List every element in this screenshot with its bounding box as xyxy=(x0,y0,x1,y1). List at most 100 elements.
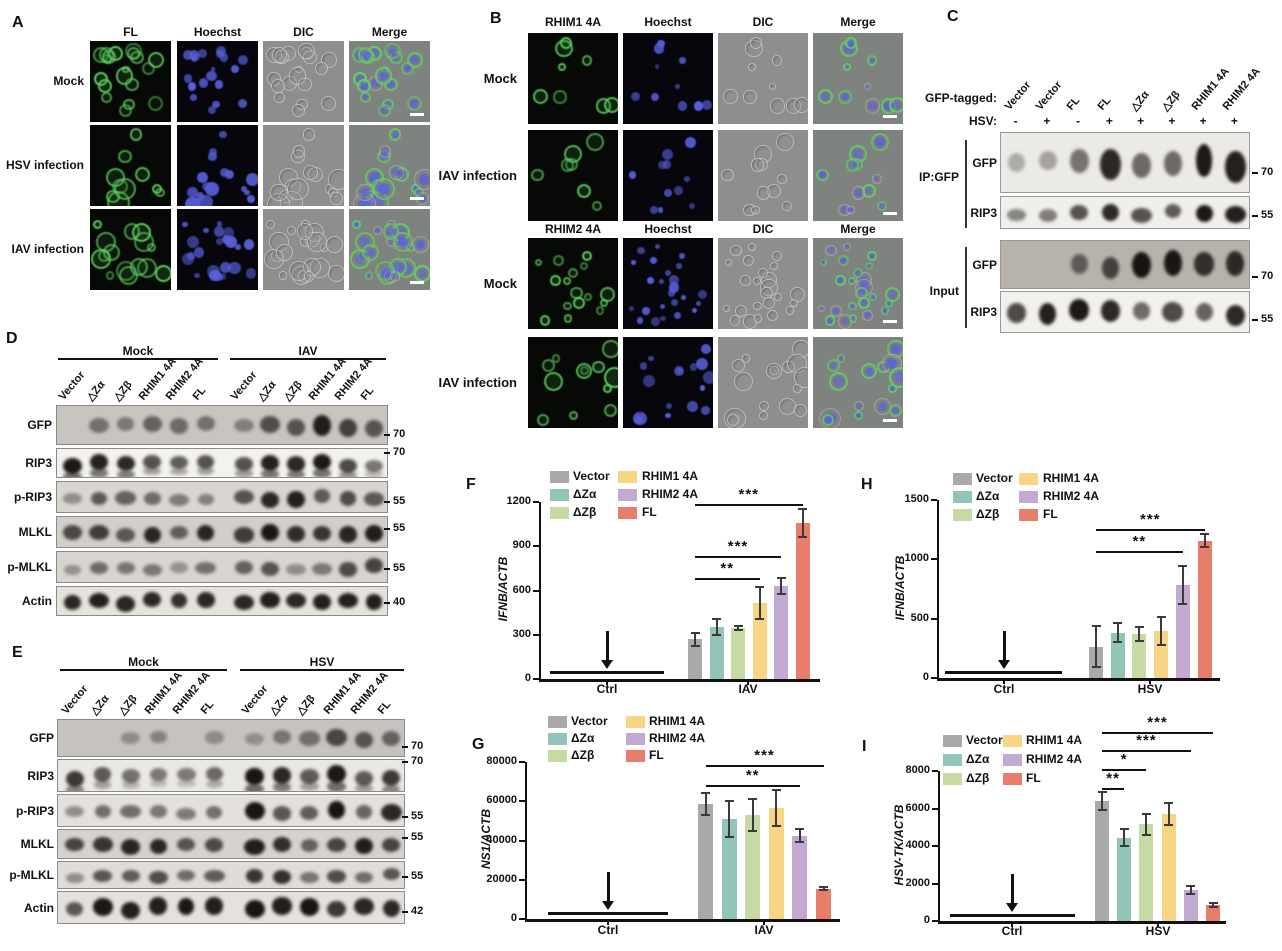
gfp-tagged-label: GFP-tagged: xyxy=(925,91,997,105)
group-label: Input xyxy=(929,284,959,298)
band xyxy=(235,561,253,575)
band xyxy=(121,902,140,920)
lane-label: △Zα xyxy=(267,692,291,718)
band xyxy=(273,837,291,853)
cell xyxy=(542,359,555,373)
x-axis xyxy=(937,678,1220,681)
cell xyxy=(134,232,154,252)
row-label: Mock xyxy=(483,70,517,86)
micrograph-dic xyxy=(718,337,808,428)
lane-label: △Zβ xyxy=(115,692,140,718)
blot-label: GFP xyxy=(972,257,997,272)
nucleus xyxy=(888,290,897,299)
y-tick-label: 600 xyxy=(512,583,531,596)
band xyxy=(353,898,375,916)
nucleus xyxy=(209,147,217,156)
nucleus xyxy=(418,173,430,186)
cell xyxy=(328,169,344,190)
blot-image xyxy=(56,551,388,583)
cell xyxy=(579,261,589,271)
micrograph-merge xyxy=(349,209,430,290)
y-tick-label: 60000 xyxy=(486,794,517,807)
scale-bar xyxy=(410,281,424,284)
band xyxy=(355,871,373,883)
error-cap xyxy=(819,888,828,891)
marker-label: 55 xyxy=(393,522,406,534)
lane-label: Vector xyxy=(228,369,260,403)
band xyxy=(339,491,357,506)
error-cap xyxy=(712,618,721,621)
nucleus xyxy=(194,272,200,279)
nucleus xyxy=(185,197,200,206)
nucleus xyxy=(222,226,235,239)
cell xyxy=(551,354,561,364)
legend-swatch xyxy=(1003,754,1022,766)
nucleus xyxy=(868,101,877,111)
band xyxy=(286,564,306,576)
cell xyxy=(828,371,849,392)
legend-label: RHIM2 4A xyxy=(649,731,706,745)
cell xyxy=(147,95,164,112)
band xyxy=(116,528,136,542)
nucleus xyxy=(246,173,258,186)
cell xyxy=(758,401,769,412)
cell xyxy=(763,296,776,309)
micrograph-dic xyxy=(718,238,808,329)
cell xyxy=(115,67,134,85)
nucleus xyxy=(886,358,898,369)
nucleus xyxy=(657,207,664,213)
nucleus xyxy=(650,206,659,214)
nucleus xyxy=(219,167,229,177)
blot-label: GFP xyxy=(29,731,54,745)
y-tick xyxy=(533,589,539,592)
band xyxy=(272,897,292,915)
nucleus xyxy=(205,182,220,197)
row-label: IAV infection xyxy=(438,374,517,390)
nucleus xyxy=(231,64,240,73)
column-header: Hoechst xyxy=(193,25,242,39)
bar xyxy=(709,627,724,679)
nucleus xyxy=(237,54,248,65)
band xyxy=(196,416,215,432)
band xyxy=(1039,303,1057,326)
cell xyxy=(118,149,133,164)
band xyxy=(312,594,332,611)
nucleus xyxy=(858,289,865,297)
lane-label: △Zβ xyxy=(110,378,135,404)
nucleus xyxy=(659,278,665,284)
nucleus xyxy=(826,317,833,324)
cell xyxy=(568,268,579,279)
panel-a-label: A xyxy=(12,14,24,31)
band xyxy=(1193,251,1215,276)
band xyxy=(327,765,346,784)
band xyxy=(312,468,332,477)
bar xyxy=(721,818,737,919)
legend-label: RHIM2 4A xyxy=(1043,489,1100,503)
error-cap xyxy=(1164,824,1174,827)
legend-swatch xyxy=(618,471,637,483)
nucleus xyxy=(636,317,643,324)
band xyxy=(197,493,214,506)
lane-label: △Zβ xyxy=(281,378,305,404)
error-bar xyxy=(780,577,782,595)
blot-image xyxy=(57,891,405,924)
scale-bar xyxy=(883,320,897,323)
y-tick xyxy=(519,878,525,881)
bar xyxy=(1139,824,1154,921)
nucleus xyxy=(668,275,679,286)
error-cap xyxy=(1091,666,1101,669)
bar xyxy=(768,808,784,919)
y-tick xyxy=(931,677,937,679)
y-tick xyxy=(932,807,938,810)
nucleus xyxy=(650,92,660,101)
legend-swatch xyxy=(943,735,962,747)
cell xyxy=(105,271,115,281)
error-cap xyxy=(690,644,700,647)
y-tick-label: 0 xyxy=(510,912,517,924)
nucleus xyxy=(206,70,217,82)
nucleus xyxy=(386,226,396,236)
nucleus xyxy=(379,265,391,277)
marker-label: 55 xyxy=(1261,313,1274,325)
hsv-sign: + xyxy=(1230,114,1238,128)
